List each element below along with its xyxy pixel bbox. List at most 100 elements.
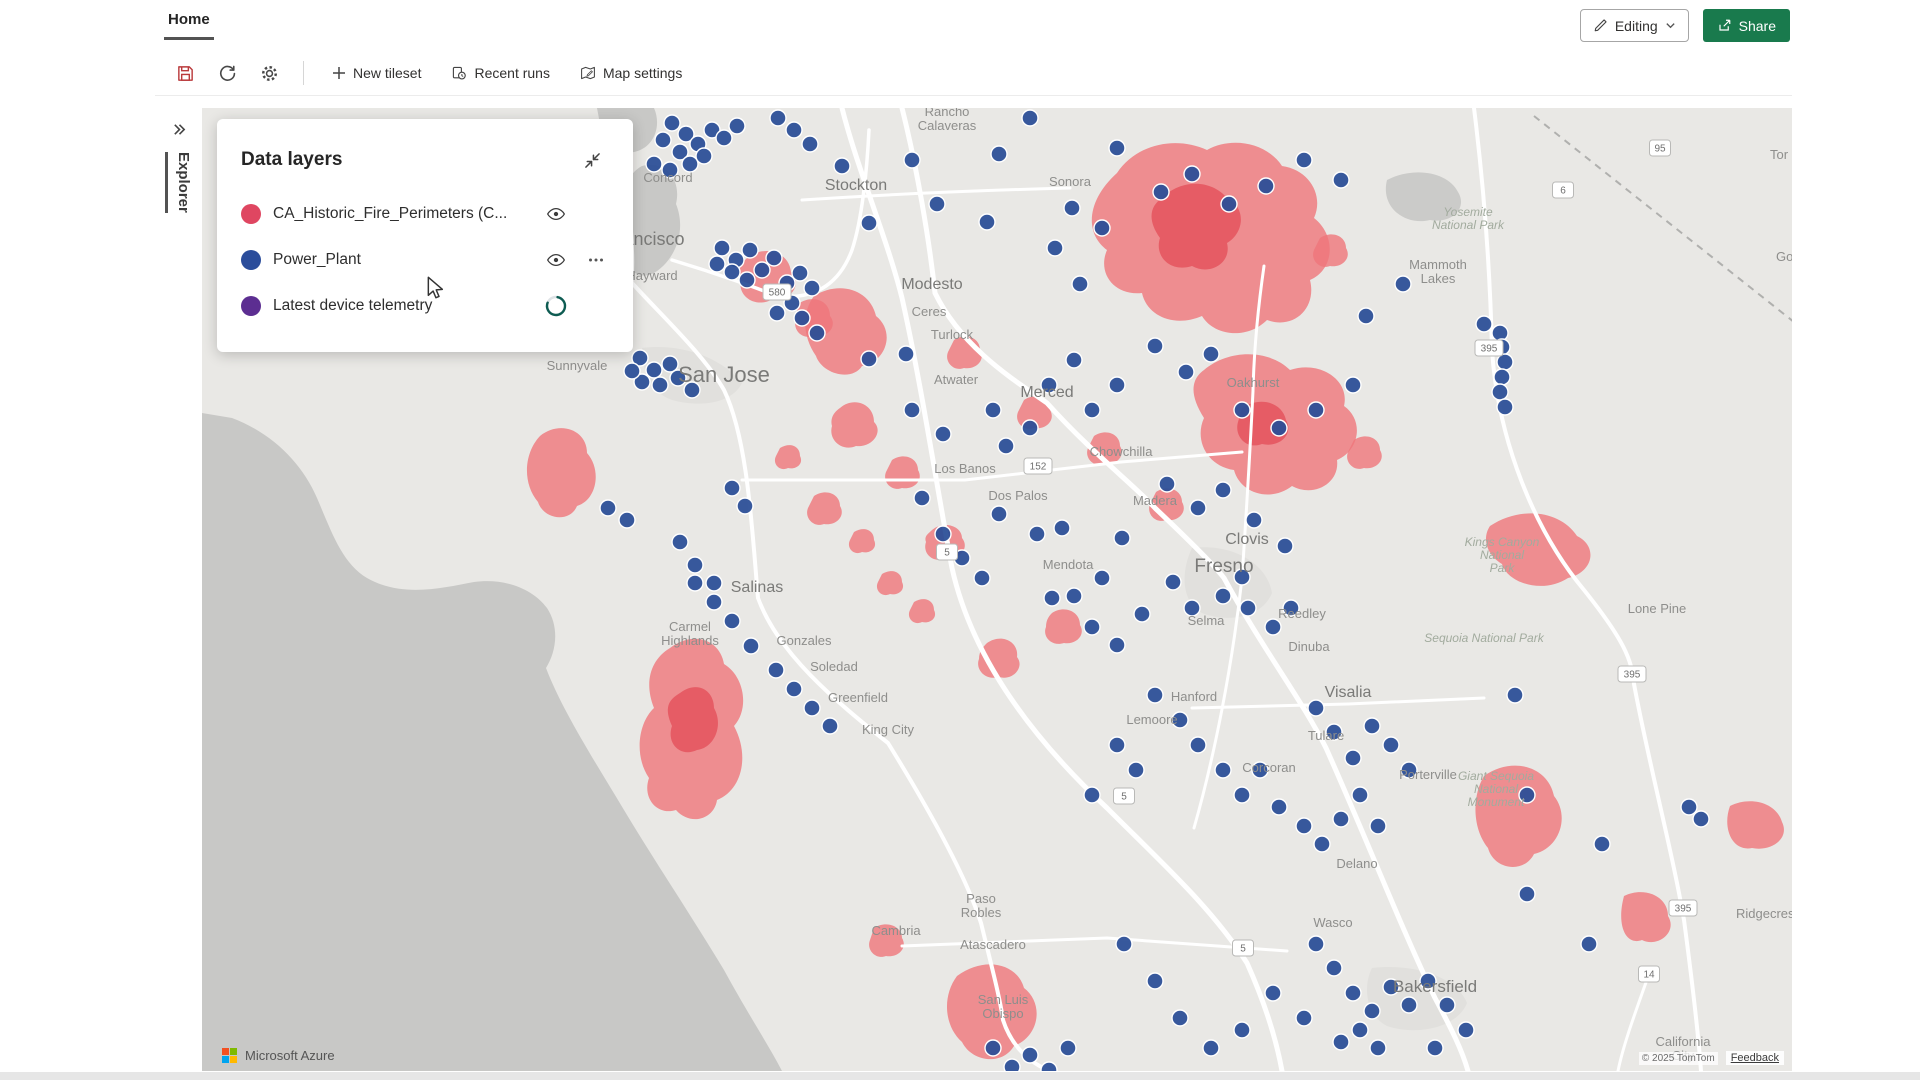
- power-plant-dot[interactable]: [645, 155, 663, 173]
- power-plant-dot[interactable]: [1438, 996, 1456, 1014]
- power-plant-dot[interactable]: [1419, 972, 1437, 990]
- power-plant-dot[interactable]: [990, 505, 1008, 523]
- power-plant-dot[interactable]: [860, 350, 878, 368]
- power-plant-dot[interactable]: [669, 369, 687, 387]
- power-plant-dot[interactable]: [705, 574, 723, 592]
- power-plant-dot[interactable]: [1108, 636, 1126, 654]
- power-plant-dot[interactable]: [897, 345, 915, 363]
- fire-perimeter-polygon[interactable]: [946, 964, 1037, 1060]
- power-plant-dot[interactable]: [1245, 511, 1263, 529]
- fire-perimeter-polygon[interactable]: [1727, 801, 1784, 849]
- power-plant-dot[interactable]: [801, 135, 819, 153]
- power-plant-dot[interactable]: [1115, 935, 1133, 953]
- fire-perimeter-polygon[interactable]: [667, 687, 718, 753]
- power-plant-dot[interactable]: [791, 264, 809, 282]
- fire-perimeter-polygon[interactable]: [526, 428, 596, 518]
- power-plant-dot[interactable]: [1313, 835, 1331, 853]
- power-plant-dot[interactable]: [723, 263, 741, 281]
- power-plant-dot[interactable]: [793, 309, 811, 327]
- power-plant-dot[interactable]: [984, 1039, 1002, 1057]
- power-plant-dot[interactable]: [1351, 1021, 1369, 1039]
- power-plant-dot[interactable]: [1171, 1009, 1189, 1027]
- visibility-eye-icon[interactable]: [541, 204, 571, 224]
- power-plant-dot[interactable]: [1164, 573, 1182, 591]
- power-plant-dot[interactable]: [1093, 569, 1111, 587]
- power-plant-dot[interactable]: [1113, 529, 1131, 547]
- power-plant-dot[interactable]: [623, 362, 641, 380]
- power-plant-dot[interactable]: [663, 114, 681, 132]
- power-plant-dot[interactable]: [1065, 351, 1083, 369]
- power-plant-dot[interactable]: [686, 574, 704, 592]
- power-plant-dot[interactable]: [1021, 419, 1039, 437]
- more-options-icon[interactable]: [583, 251, 609, 269]
- power-plant-dot[interactable]: [671, 143, 689, 161]
- collapse-panel-icon[interactable]: [584, 152, 601, 169]
- power-plant-dot[interactable]: [833, 157, 851, 175]
- power-plant-dot[interactable]: [1083, 618, 1101, 636]
- power-plant-dot[interactable]: [1307, 401, 1325, 419]
- power-plant-dot[interactable]: [631, 349, 649, 367]
- power-plant-dot[interactable]: [928, 195, 946, 213]
- power-plant-dot[interactable]: [1220, 195, 1238, 213]
- power-plant-dot[interactable]: [1332, 1033, 1350, 1051]
- power-plant-dot[interactable]: [1363, 717, 1381, 735]
- power-plant-dot[interactable]: [1264, 618, 1282, 636]
- power-plant-dot[interactable]: [695, 147, 713, 165]
- power-plant-dot[interactable]: [1083, 786, 1101, 804]
- power-plant-dot[interactable]: [1059, 1039, 1077, 1057]
- power-plant-dot[interactable]: [728, 117, 746, 135]
- power-plant-dot[interactable]: [1506, 686, 1524, 704]
- power-plant-dot[interactable]: [723, 612, 741, 630]
- fire-perimeter-polygon[interactable]: [978, 638, 1020, 678]
- power-plant-dot[interactable]: [860, 214, 878, 232]
- power-plant-dot[interactable]: [1146, 337, 1164, 355]
- power-plant-dot[interactable]: [1692, 810, 1710, 828]
- power-plant-dot[interactable]: [785, 680, 803, 698]
- power-plant-dot[interactable]: [1496, 398, 1514, 416]
- map-settings-button[interactable]: Map settings: [568, 56, 694, 90]
- power-plant-dot[interactable]: [1214, 761, 1232, 779]
- fire-perimeter-polygon[interactable]: [1347, 436, 1382, 469]
- power-plant-dot[interactable]: [803, 699, 821, 717]
- power-plant-dot[interactable]: [1680, 798, 1698, 816]
- power-plant-dot[interactable]: [1382, 736, 1400, 754]
- power-plant-dot[interactable]: [1133, 605, 1151, 623]
- power-plant-dot[interactable]: [1363, 1002, 1381, 1020]
- power-plant-dot[interactable]: [1083, 401, 1101, 419]
- fire-perimeter-polygon[interactable]: [869, 924, 904, 957]
- power-plant-dot[interactable]: [1332, 171, 1350, 189]
- power-plant-dot[interactable]: [1040, 376, 1058, 394]
- power-plant-dot[interactable]: [1202, 1039, 1220, 1057]
- power-plant-dot[interactable]: [1127, 761, 1145, 779]
- power-plant-dot[interactable]: [1043, 589, 1061, 607]
- power-plant-dot[interactable]: [769, 109, 787, 127]
- power-plant-dot[interactable]: [1108, 736, 1126, 754]
- power-plant-dot[interactable]: [1233, 1021, 1251, 1039]
- power-plant-dot[interactable]: [681, 155, 699, 173]
- power-plant-dot[interactable]: [1426, 1039, 1444, 1057]
- power-plant-dot[interactable]: [765, 249, 783, 267]
- power-plant-dot[interactable]: [1369, 1039, 1387, 1057]
- power-plant-dot[interactable]: [1276, 537, 1294, 555]
- power-plant-dot[interactable]: [913, 489, 931, 507]
- power-plant-layer[interactable]: [599, 109, 1710, 1071]
- power-plant-dot[interactable]: [1351, 786, 1369, 804]
- power-plant-dot[interactable]: [1214, 587, 1232, 605]
- power-plant-dot[interactable]: [661, 355, 679, 373]
- settings-button[interactable]: [251, 56, 287, 90]
- power-plant-dot[interactable]: [1270, 798, 1288, 816]
- map-svg[interactable]: 95 6 395 395 395 14 5 152 5 5 580 Rancho Calaveras St…: [202, 108, 1792, 1071]
- fire-perimeter-polygon[interactable]: [1475, 765, 1562, 867]
- power-plant-dot[interactable]: [1071, 275, 1089, 293]
- fire-perimeter-polygon[interactable]: [807, 492, 842, 525]
- power-plant-dot[interactable]: [821, 717, 839, 735]
- power-plant-dot[interactable]: [661, 161, 679, 179]
- power-plant-dot[interactable]: [1158, 475, 1176, 493]
- power-plant-dot[interactable]: [1307, 699, 1325, 717]
- share-button[interactable]: Share: [1702, 9, 1790, 42]
- layer-row-power-plant[interactable]: Power_Plant: [241, 237, 609, 283]
- expand-explorer-icon[interactable]: [172, 122, 187, 142]
- tab-home[interactable]: Home: [164, 11, 214, 40]
- power-plant-dot[interactable]: [708, 255, 726, 273]
- power-plant-dot[interactable]: [1295, 151, 1313, 169]
